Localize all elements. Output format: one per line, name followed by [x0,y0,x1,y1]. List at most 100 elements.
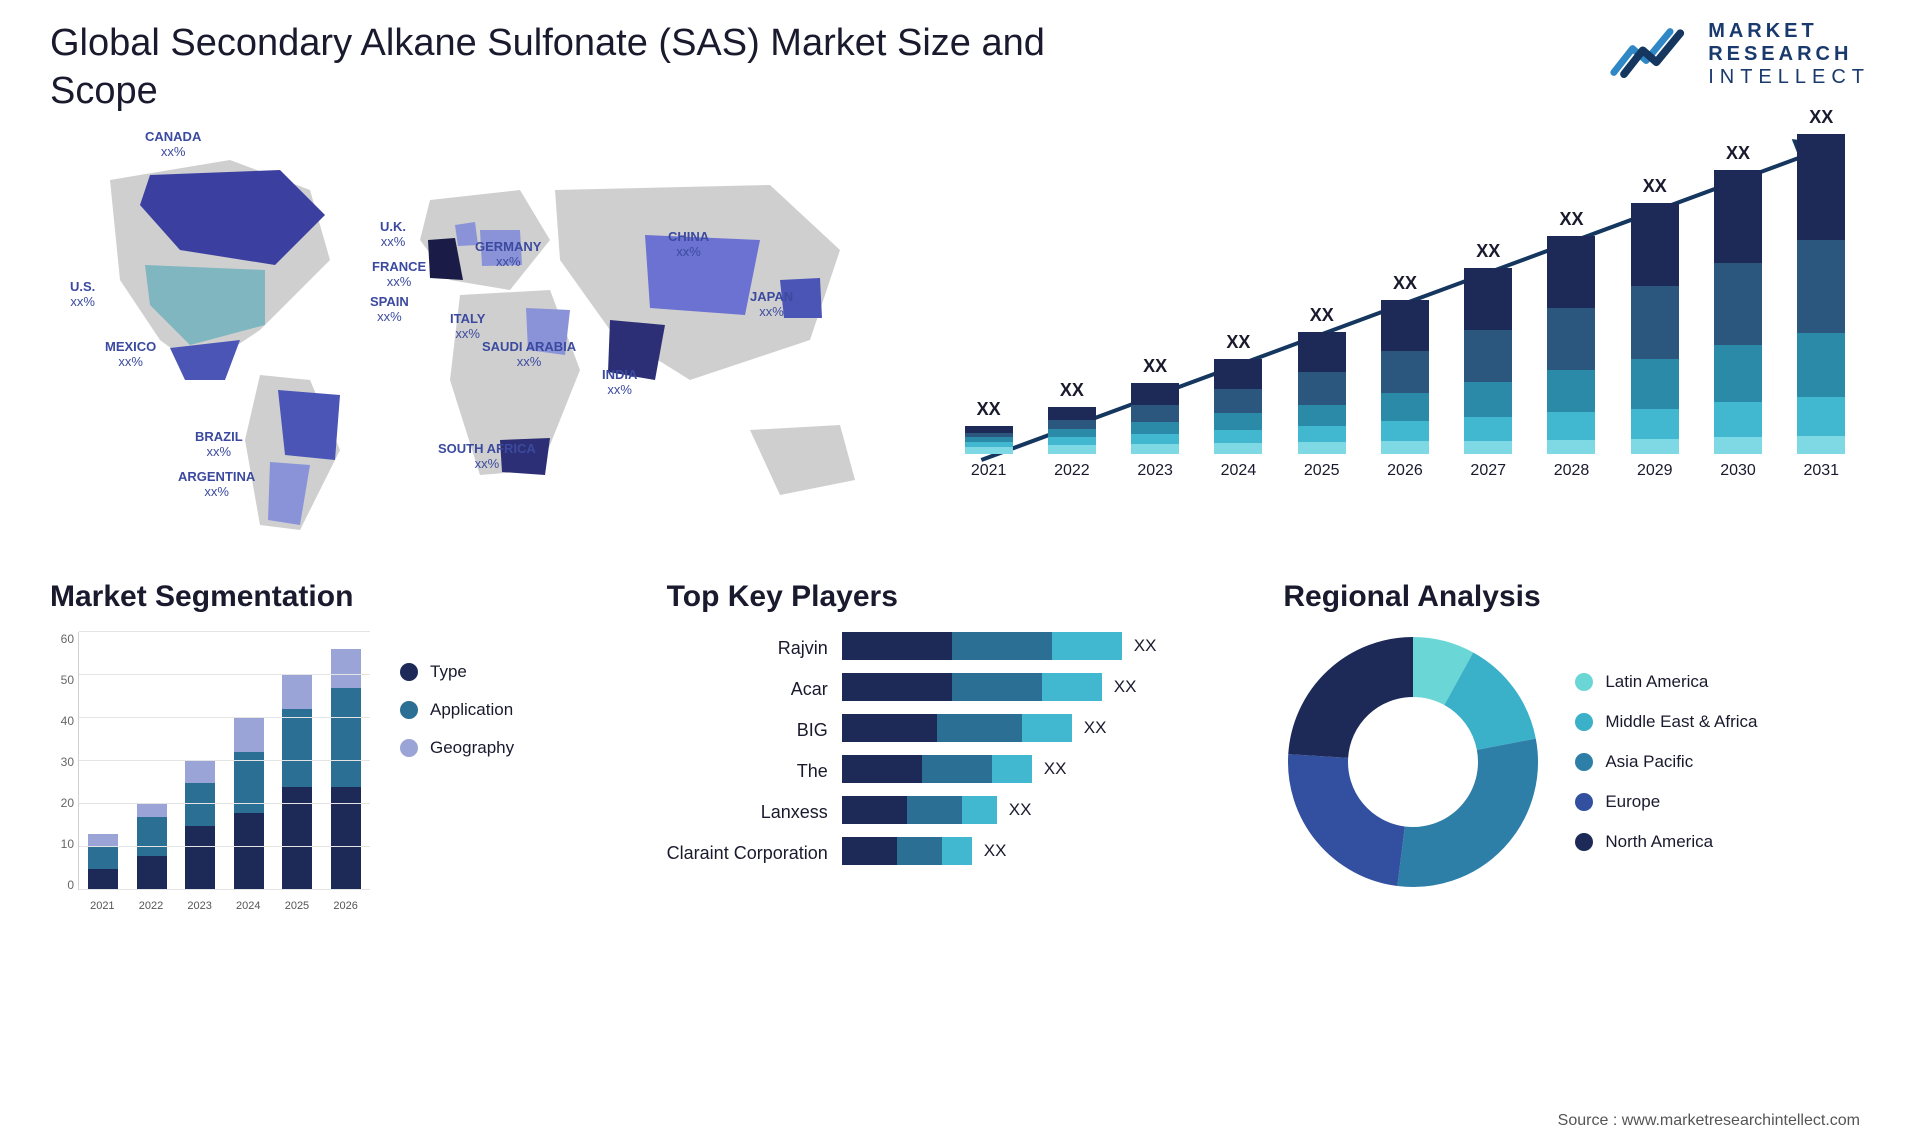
growth-bar-value: XX [1226,332,1250,353]
growth-bar-segment [1381,441,1429,454]
player-name: BIG [797,716,828,744]
page-title: Global Secondary Alkane Sulfonate (SAS) … [50,20,1050,115]
map-label: ARGENTINAxx% [178,470,255,500]
growth-bar-value: XX [1310,305,1334,326]
growth-bar-segment [1631,286,1679,358]
growth-bar-segment [1464,417,1512,441]
growth-column: XX 2025 [1283,305,1360,480]
growth-bar-segment [1547,236,1595,308]
seg-y-tick: 10 [61,837,74,851]
player-bar-segment [907,796,962,824]
growth-bar-segment [1797,397,1845,436]
seg-x-label: 2024 [236,900,260,912]
player-value: XX [1084,718,1107,738]
map-label: SPAINxx% [370,295,409,325]
legend-item: Application [400,700,514,720]
segmentation-chart: 6050403020100 202120222023202420252026 [50,632,370,912]
growth-bar-segment [1631,439,1679,454]
legend-label: Asia Pacific [1605,752,1693,772]
growth-year-label: 2026 [1387,462,1423,480]
seg-y-tick: 0 [67,878,74,892]
legend-label: Application [430,700,513,720]
seg-y-tick: 40 [61,714,74,728]
growth-bar-value: XX [1393,273,1417,294]
player-bar-segment [1052,632,1122,660]
growth-bar-segment [1547,370,1595,413]
growth-bar-segment [1298,372,1346,404]
growth-bar-segment [1547,440,1595,454]
donut-slice [1319,667,1414,756]
growth-bar-segment [1048,429,1096,437]
legend-swatch-icon [1575,713,1593,731]
growth-column: XX2021 [950,399,1027,480]
growth-bar-segment [1797,436,1845,454]
regional-panel: Regional Analysis Latin AmericaMiddle Ea… [1283,580,1870,940]
logo-text-2: RESEARCH [1708,43,1870,66]
map-label: SAUDI ARABIAxx% [482,340,576,370]
seg-x-label: 2026 [333,900,357,912]
player-row: XX [842,837,1254,865]
growth-year-label: 2030 [1720,462,1756,480]
growth-bar-segment [1048,437,1096,444]
legend-item: Geography [400,738,514,758]
player-value: XX [1009,800,1032,820]
legend-item: Middle East & Africa [1575,712,1757,732]
growth-bar-segment [1381,421,1429,441]
growth-column: XX2022 [1033,380,1110,480]
legend-swatch-icon [400,739,418,757]
seg-y-tick: 20 [61,796,74,810]
growth-bar-segment [965,447,1013,454]
map-label: MEXICOxx% [105,340,156,370]
player-bar-segment [1042,673,1102,701]
world-map-panel: CANADAxx%U.S.xx%MEXICOxx%BRAZILxx%ARGENT… [50,130,910,550]
players-chart: XXXXXXXXXXXX [842,632,1254,867]
player-bar-segment [952,632,1052,660]
player-name: Acar [791,675,828,703]
player-bar-segment [962,796,997,824]
seg-x-label: 2021 [90,900,114,912]
growth-column: XX2029 [1616,176,1693,480]
player-name: Lanxess [761,798,828,826]
legend-swatch-icon [1575,833,1593,851]
growth-year-label: 2021 [971,462,1007,480]
growth-year-label: 2025 [1304,462,1340,480]
legend-label: Middle East & Africa [1605,712,1757,732]
player-bar-segment [1022,714,1072,742]
map-label: ITALYxx% [450,312,485,342]
growth-bar-segment [1381,300,1429,351]
player-name: Rajvin [778,634,828,662]
regional-legend: Latin AmericaMiddle East & AfricaAsia Pa… [1575,672,1757,852]
player-bar-segment [942,837,972,865]
growth-bar-segment [1631,409,1679,440]
player-bar-segment [952,673,1042,701]
legend-item: Type [400,662,514,682]
growth-column: XX2031 [1783,107,1860,480]
growth-year-label: 2028 [1554,462,1590,480]
player-bar-segment [922,755,992,783]
growth-bar-segment [1547,308,1595,369]
growth-bar-segment [1714,402,1762,437]
growth-bar-value: XX [1476,241,1500,262]
growth-bar-segment [1048,407,1096,420]
growth-column: XX2023 [1117,356,1194,480]
growth-bar-segment [1298,332,1346,373]
growth-bar-segment [1714,263,1762,345]
growth-bar-segment [1714,170,1762,263]
growth-bar-segment [1214,389,1262,413]
growth-bar-segment [1048,445,1096,454]
growth-year-label: 2031 [1803,462,1839,480]
seg-bar [137,804,167,890]
growth-bar-value: XX [1060,380,1084,401]
brand-logo: MARKET RESEARCH INTELLECT [1610,20,1870,89]
growth-year-label: 2023 [1137,462,1173,480]
growth-column: XX2028 [1533,209,1610,480]
logo-text-3: INTELLECT [1708,66,1870,89]
growth-bar-value: XX [1726,143,1750,164]
legend-label: North America [1605,832,1713,852]
growth-bar-segment [1464,268,1512,330]
growth-bar-segment [1214,413,1262,430]
map-label: SOUTH AFRICAxx% [438,442,536,472]
donut-slice [1401,744,1508,857]
growth-bar-segment [1797,134,1845,240]
growth-bar-segment [1464,441,1512,454]
